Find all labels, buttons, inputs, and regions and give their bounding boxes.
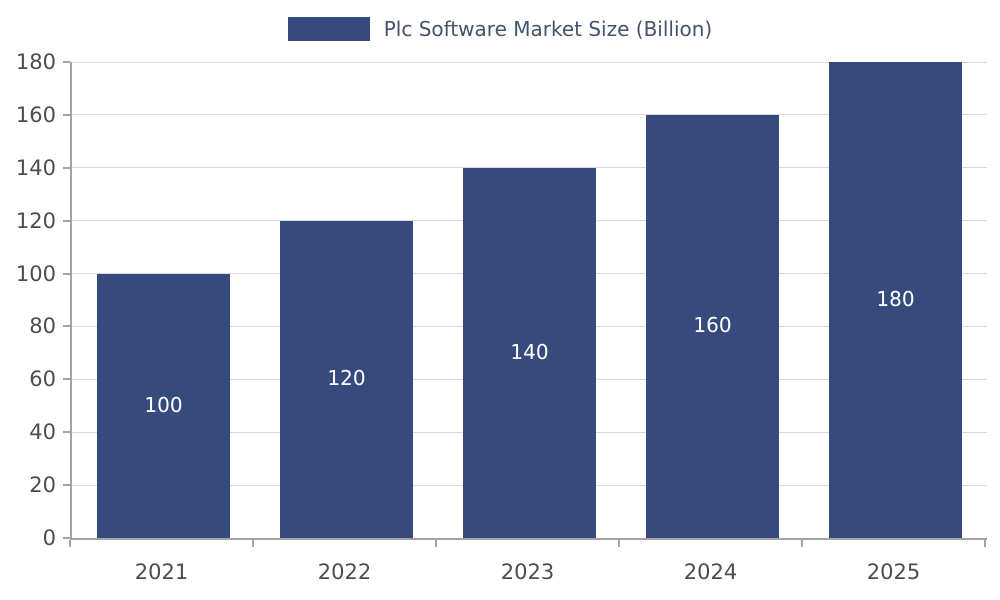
legend: Plc Software Market Size (Billion) (0, 17, 1000, 41)
y-tick-label-80: 80 (29, 314, 56, 339)
bar-value-label: 120 (327, 366, 366, 391)
bar-value-label: 180 (876, 287, 915, 311)
y-tick-label-120: 120 (15, 208, 56, 233)
y-tick-mark-180 (63, 61, 70, 63)
y-tick-label-140: 140 (15, 155, 56, 180)
gridline-y-180 (72, 61, 987, 63)
y-tick-label-60: 60 (29, 367, 56, 392)
y-tick-mark-40 (63, 431, 70, 434)
y-tick-mark-140 (63, 166, 70, 169)
x-tick-label-2023: 2023 (500, 560, 555, 584)
bar-2022[interactable]: 120 (280, 220, 413, 538)
x-tick-mark-5 (984, 540, 986, 547)
bar-value-label: 160 (693, 313, 732, 338)
y-tick-label-0: 0 (42, 526, 56, 550)
x-tick-label-2021: 2021 (134, 560, 189, 584)
bar-2024[interactable]: 160 (646, 114, 779, 538)
y-tick-label-100: 100 (15, 261, 56, 286)
x-tick-label-2022: 2022 (317, 560, 372, 584)
bar-2023[interactable]: 140 (463, 167, 596, 538)
y-tick-mark-160 (63, 113, 70, 116)
x-tick-mark-4 (801, 540, 803, 547)
y-tick-mark-20 (63, 484, 70, 487)
x-tick-mark-3 (618, 540, 620, 547)
plot-area: 100 120 140 160 180 (70, 61, 987, 540)
gridline-y-160 (72, 114, 987, 116)
y-tick-mark-100 (63, 272, 70, 275)
bar-value-label: 100 (144, 392, 183, 417)
x-tick-mark-2 (435, 540, 437, 547)
y-tick-mark-80 (63, 325, 70, 328)
y-tick-mark-0 (63, 537, 70, 539)
y-tick-label-40: 40 (29, 420, 56, 445)
bar-2021[interactable]: 100 (97, 273, 230, 538)
y-tick-label-160: 160 (15, 102, 56, 127)
y-tick-label-20: 20 (29, 473, 56, 498)
x-tick-label-2025: 2025 (866, 560, 921, 584)
bar-2025[interactable]: 180 (829, 62, 962, 538)
y-tick-mark-120 (63, 219, 70, 222)
legend-label[interactable]: Plc Software Market Size (Billion) (383, 17, 713, 41)
x-tick-mark-0 (69, 540, 71, 547)
y-tick-mark-60 (63, 378, 70, 381)
y-tick-label-180: 180 (15, 50, 56, 74)
legend-swatch[interactable] (287, 17, 370, 41)
x-tick-label-2024: 2024 (683, 560, 738, 584)
bar-value-label: 140 (510, 339, 549, 364)
x-tick-mark-1 (252, 540, 254, 547)
